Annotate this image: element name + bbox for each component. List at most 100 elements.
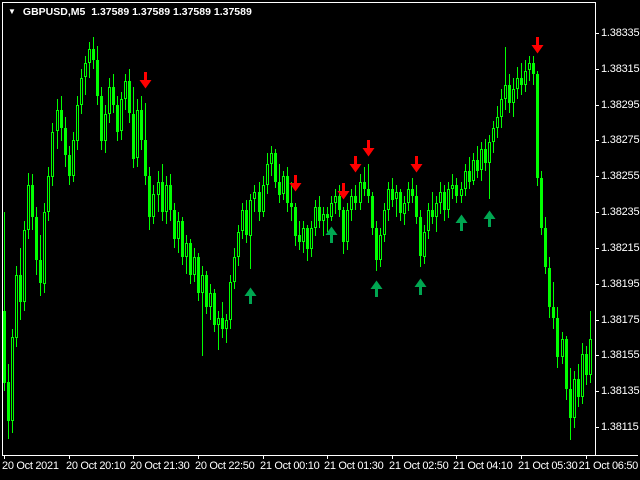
price-tick [595,391,599,392]
candle-body-bear [128,81,131,113]
candle-body-bear [221,318,224,329]
candle-body-bear [19,275,22,302]
candle-body-bear [31,185,34,217]
sell-signal-arrow[interactable] [531,37,544,54]
candle-body-bull [346,210,349,242]
candle-body-bear [68,155,71,176]
candle-body-bear [140,110,143,140]
candle-body-bear [274,153,277,182]
candle-body-bull [427,210,430,231]
candle-body-bull [528,63,531,70]
candle-body-bull [492,128,495,142]
candle-body-bear [189,243,192,275]
candle-body-bear [181,221,184,257]
candle-body-bear [39,260,42,283]
price-axis-label: 1.38175 [601,314,640,326]
candle-body-bear [411,189,414,196]
candle-body-bear [468,171,471,182]
candle-body-bull [56,110,59,131]
candle-body-bull [512,89,515,103]
price-axis-label: 1.38335 [601,27,640,39]
candle-body-bear [577,379,580,397]
candle-body-bull [124,81,127,99]
candle-body-bull [104,114,107,141]
candle-body-bull [322,214,325,221]
buy-signal-arrow[interactable] [370,280,383,298]
buy-signal-arrow[interactable] [455,214,468,231]
candle-body-bear [363,182,366,189]
candle-body-bull [589,339,592,375]
candle-body-bull [573,379,576,418]
buy-signal-arrow[interactable] [244,287,257,305]
time-tick [456,455,457,459]
sell-signal-arrow[interactable] [410,155,423,173]
time-axis-label: 21 Oct 05:30 [518,460,578,472]
candle-body-bear [367,189,370,196]
candle-body-bull [209,293,212,307]
candle-body-bull [51,132,54,177]
quote-open: 1.37589 [91,6,130,18]
sell-signal-arrow[interactable] [362,139,375,157]
candle-body-bear [132,114,135,159]
candle-body-bear [532,63,535,74]
chart-border-top [2,2,596,3]
candle-body-bull [581,354,584,397]
candle-body-bull [262,185,265,212]
sell-signal-arrow[interactable] [289,175,302,192]
price-tick [595,284,599,285]
candle-body-bull [472,160,475,181]
buy-signal-arrow[interactable] [414,278,427,296]
sell-signal-arrow[interactable] [349,155,362,173]
candle-body-bull [460,189,463,196]
time-axis-label: 21 Oct 00:10 [260,460,320,472]
candle-body-bull [249,200,252,236]
candle-body-bear [536,74,539,178]
time-tick [392,455,393,459]
candle-body-bear [100,96,103,141]
candle-body-bull [225,320,228,329]
sell-signal-arrow[interactable] [337,182,350,200]
chart-dropdown-icon[interactable]: ▼ [8,7,16,16]
time-axis-label: 20 Oct 22:50 [195,460,255,472]
candle-body-bull [15,275,18,338]
price-tick [595,176,599,177]
candle-body-bear [318,207,321,221]
price-axis-label: 1.38215 [601,242,640,254]
candle-body-bear [112,87,115,105]
buy-signal-arrow[interactable] [325,226,338,244]
candle-body-bull [217,318,220,325]
candle-body-bull [403,203,406,214]
time-axis-label: 21 Oct 06:50 [578,460,639,472]
candle-body-bull [157,182,160,195]
candle-body-bear [96,60,99,96]
candle-body-bull [500,99,503,117]
price-tick [595,212,599,213]
candle-body-bear [116,105,119,132]
candle-body-bull [193,257,196,275]
candle-body-bear [476,160,479,171]
candle-body-bull [120,99,123,131]
time-axis-label: 21 Oct 04:10 [453,460,513,472]
candle-body-bull [464,171,467,189]
candle-body-bear [569,389,572,418]
candle-body-bull [80,78,83,105]
buy-signal-arrow[interactable] [483,210,496,228]
candle-body-bear [92,49,95,60]
candle-body-bear [431,210,434,217]
candle-wick [4,212,5,391]
chart-symbol-period: GBPUSD,M5 [22,6,86,18]
price-axis-label: 1.38255 [601,170,640,182]
candle-body-bear [338,196,341,210]
candle-body-bear [415,196,418,217]
candle-body-bull [76,105,79,141]
sell-signal-arrow[interactable] [139,71,152,89]
candle-wick [202,266,203,356]
candle-body-bear [443,192,446,210]
quote-close: 1.37589 [213,6,252,18]
candle-body-bull [561,339,564,357]
candle-body-bull [451,185,454,189]
candle-wick [432,192,433,224]
candle-body-bear [306,228,309,249]
plot-area[interactable] [0,0,595,455]
